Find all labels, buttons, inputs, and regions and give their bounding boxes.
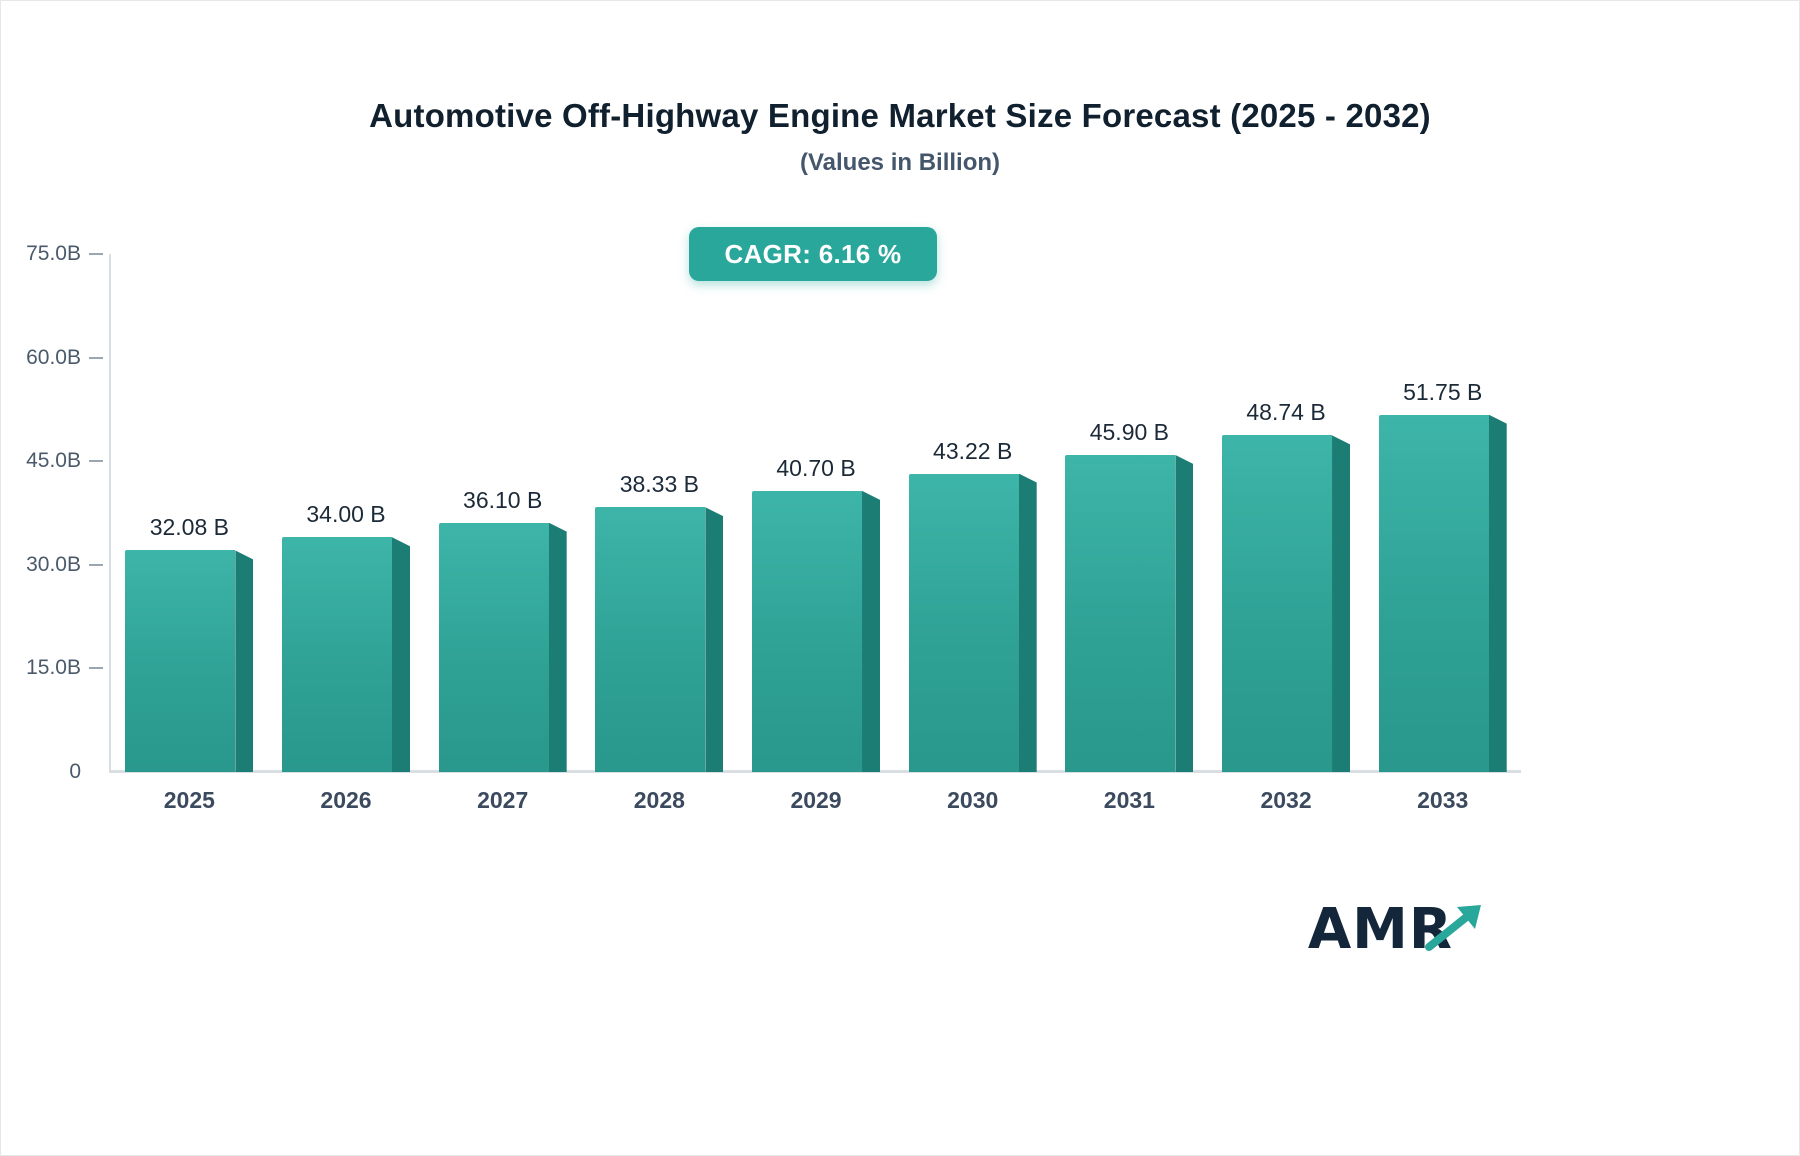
bar-side-face	[862, 490, 881, 772]
bar	[1378, 414, 1507, 772]
y-tick-label: 15.0B	[26, 656, 81, 680]
y-tick-label: 0	[69, 760, 81, 783]
bar-value-label: 48.74 B	[1246, 399, 1326, 426]
amr-logo-arrow-icon	[1425, 904, 1481, 951]
bar	[438, 522, 567, 772]
y-axis-line	[109, 254, 111, 772]
bar-cell: 36.10 B	[424, 254, 581, 772]
bar-side-face	[1332, 435, 1351, 772]
bar-cell: 34.00 B	[268, 254, 425, 772]
bar-value-label: 32.08 B	[149, 514, 229, 541]
chart-subtitle: (Values in Billion)	[799, 149, 1001, 176]
bar-side-face	[548, 522, 567, 772]
x-axis-label: 2029	[790, 787, 842, 813]
y-tick-label: 75.0B	[26, 242, 81, 265]
bar-cell: 43.22 B	[894, 254, 1051, 772]
y-tick-label: 45.0B	[26, 449, 81, 473]
x-axis-labels: 2025 2026 2027 2028 2029 2030 2031 2032 2033	[111, 787, 1521, 814]
x-axis-label: 2032	[1260, 787, 1312, 813]
bar-front-face	[282, 537, 392, 772]
cagr-badge: CAGR: 6.16 %	[689, 227, 937, 281]
x-axis-label: 2026	[320, 787, 372, 813]
bar-value-label: 45.90 B	[1089, 418, 1170, 445]
bar-cell: 32.08 B	[111, 254, 268, 772]
bar-front-face	[1065, 454, 1176, 772]
bar-side-face	[705, 507, 724, 772]
cagr-badge-label: CAGR: 6.16 %	[724, 238, 902, 269]
bar-cell: 40.70 B	[738, 254, 895, 772]
amr-logo-text: AMR	[1307, 897, 1453, 962]
bar-cell: 51.75 B	[1364, 254, 1521, 772]
bar-side-face	[1018, 473, 1037, 772]
bar	[1222, 435, 1351, 772]
y-tick-mark	[89, 253, 103, 255]
bar-side-face	[235, 550, 254, 772]
x-axis-label: 2030	[947, 787, 999, 813]
bar-front-face	[438, 522, 549, 772]
y-tick-mark	[89, 563, 103, 566]
bar-front-face	[908, 473, 1019, 772]
bar	[595, 507, 724, 772]
bar-value-label: 34.00 B	[306, 501, 386, 528]
bar	[752, 490, 881, 772]
y-tick-label: 60.0B	[26, 345, 81, 369]
bar	[125, 550, 254, 772]
y-tick-mark	[89, 667, 103, 670]
bar-value-label: 36.10 B	[463, 486, 543, 513]
bar-side-face	[1488, 414, 1507, 772]
x-axis-label: 2031	[1103, 787, 1155, 813]
bar-side-face	[1175, 454, 1194, 772]
x-axis-label: 2028	[633, 787, 685, 813]
y-tick-label: 30.0B	[26, 552, 81, 576]
bar-front-face	[1378, 414, 1489, 772]
bar-front-face	[125, 550, 236, 772]
bar-front-face	[595, 507, 706, 772]
bar-value-label: 40.70 B	[776, 454, 856, 481]
bar-cell: 38.33 B	[581, 254, 738, 772]
bar	[1065, 454, 1194, 772]
y-tick-mark	[89, 356, 103, 359]
bar-value-label: 51.75 B	[1403, 378, 1483, 405]
amr-logo: AMR	[1308, 897, 1487, 962]
y-tick-mark	[89, 460, 103, 463]
chart-title: Automotive Off-Highway Engine Market Siz…	[369, 97, 1431, 134]
bar-value-label: 43.22 B	[933, 437, 1013, 464]
bar-front-face	[752, 490, 863, 772]
bar-front-face	[1222, 435, 1333, 772]
bar-cell: 45.90 B	[1051, 254, 1208, 772]
x-axis-label: 2033	[1417, 787, 1469, 813]
bar-cell: 48.74 B	[1208, 254, 1365, 772]
bar-side-face	[392, 537, 410, 772]
x-axis-label: 2027	[477, 787, 529, 813]
bars-row: 32.08 B 34.00 B 36.10 B 38.33 B 40.70 B 43.22…	[111, 254, 1521, 772]
bar	[908, 473, 1037, 772]
x-axis-label: 2025	[163, 787, 215, 813]
bar	[282, 537, 410, 772]
bar-value-label: 38.33 B	[619, 471, 699, 498]
